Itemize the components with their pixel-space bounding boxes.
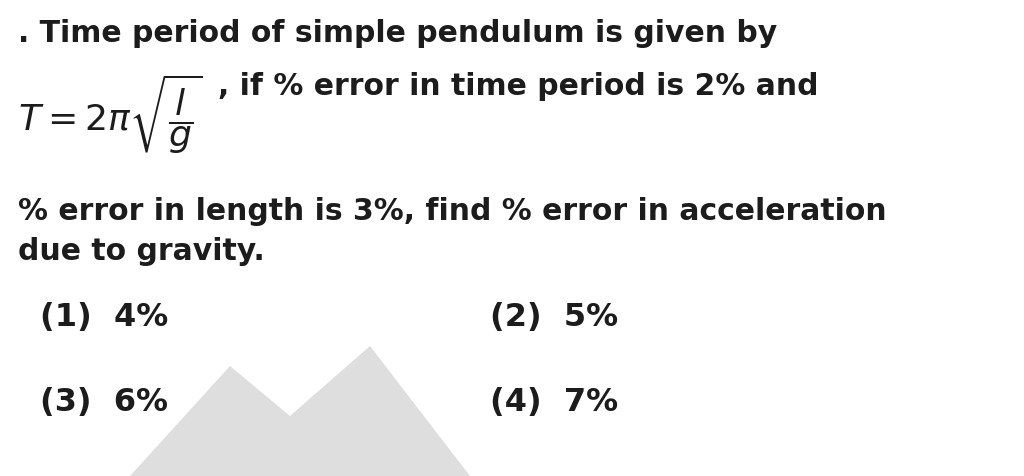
- Text: % error in length is 3%, find % error in acceleration: % error in length is 3%, find % error in…: [18, 197, 887, 226]
- Text: due to gravity.: due to gravity.: [18, 237, 265, 266]
- Text: (2)  5%: (2) 5%: [490, 301, 618, 332]
- Text: (3)  6%: (3) 6%: [40, 386, 168, 417]
- Text: (4)  7%: (4) 7%: [490, 386, 618, 417]
- Text: $T = 2\pi\sqrt{\dfrac{l}{g}}$: $T = 2\pi\sqrt{\dfrac{l}{g}}$: [18, 72, 202, 156]
- Polygon shape: [130, 346, 470, 476]
- Text: . Time period of simple pendulum is given by: . Time period of simple pendulum is give…: [18, 19, 777, 48]
- Text: (1)  4%: (1) 4%: [40, 301, 168, 332]
- Text: , if % error in time period is 2% and: , if % error in time period is 2% and: [218, 72, 818, 101]
